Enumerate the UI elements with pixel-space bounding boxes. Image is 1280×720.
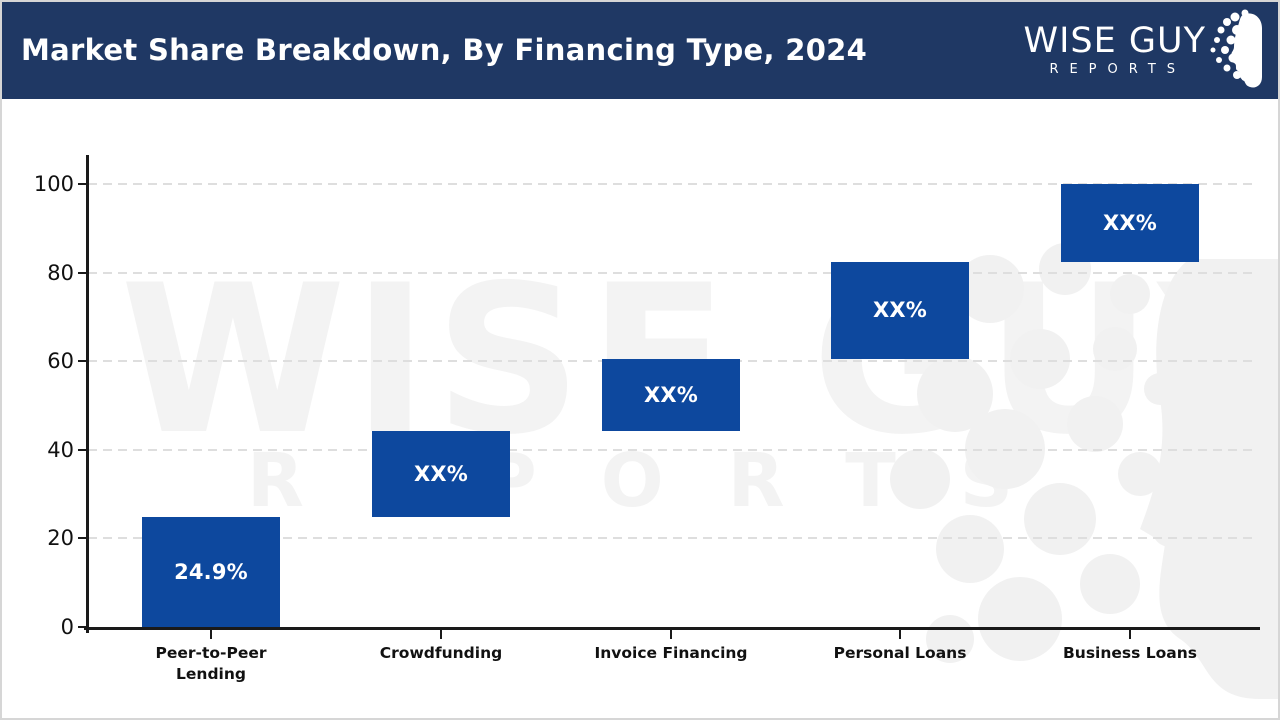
y-tick-mark-40 — [78, 448, 87, 451]
bar-segment-5: XX% — [1061, 184, 1199, 262]
bar-value-label: XX% — [872, 298, 928, 323]
y-tick-label-80: 80 — [47, 260, 74, 285]
face-profile-icon — [1210, 9, 1262, 88]
y-tick-label-40: 40 — [47, 437, 74, 462]
y-tick-label-0: 0 — [60, 615, 74, 639]
x-category-label-5: Business Loans — [1062, 644, 1198, 662]
bar-segment-2: XX% — [372, 431, 510, 517]
bar-value-label: 24.9% — [174, 559, 248, 584]
y-tick-label-100: 100 — [33, 172, 74, 196]
y-tick-mark-20 — [78, 537, 87, 540]
x-tick-mark-5 — [1129, 630, 1131, 639]
y-tick-label-20: 20 — [47, 526, 74, 551]
y-tick-mark-100 — [78, 183, 87, 185]
bar-segment-3: XX% — [602, 358, 740, 432]
y-tick-mark-80 — [78, 271, 87, 274]
bar-segment-4: XX% — [831, 261, 969, 359]
x-tick-mark-3 — [670, 630, 672, 639]
brand-logo: WISE GUY REPORTS — [1023, 9, 1280, 91]
brand-subname: REPORTS — [1049, 61, 1187, 77]
bar-value-label: XX% — [1102, 210, 1158, 235]
bar-segment-1: 24.9% — [142, 516, 280, 627]
x-category-label-1: Peer-to-Peer Lending — [155, 644, 267, 683]
y-tick-label-60: 60 — [47, 349, 74, 374]
watermark-subtext: REPORTS — [246, 438, 1078, 524]
x-category-label-2: Crowdfunding — [379, 644, 503, 662]
x-axis-line — [84, 627, 1260, 630]
gridline-80 — [88, 271, 1258, 274]
brand-logo-text: WISE GUY REPORTS — [1023, 20, 1206, 77]
gridline-20 — [88, 537, 1258, 540]
bar-value-label: XX% — [643, 382, 699, 407]
x-category-label-4: Personal Loans — [833, 644, 967, 662]
y-tick-mark-60 — [78, 360, 87, 363]
page-title: Market Share Breakdown, By Financing Typ… — [21, 32, 868, 67]
gridline-40 — [88, 448, 1258, 451]
x-category-label-3: Invoice Financing — [594, 644, 748, 662]
bar-value-label: XX% — [413, 461, 469, 486]
brand-name: WISE GUY — [1023, 20, 1206, 61]
x-tick-mark-2 — [440, 630, 442, 639]
gridline-100 — [88, 183, 1258, 185]
x-tick-mark-1 — [210, 630, 212, 639]
x-tick-mark-4 — [899, 630, 901, 639]
waterfall-chart: WISE GUY REPORTS 0 20 40 60 80 100 24.9% XX% XX… — [0, 99, 1280, 715]
header-bar: Market Share Breakdown, By Financing Typ… — [0, 0, 1280, 99]
y-axis-line — [86, 155, 89, 633]
y-tick-mark-0 — [78, 626, 87, 628]
